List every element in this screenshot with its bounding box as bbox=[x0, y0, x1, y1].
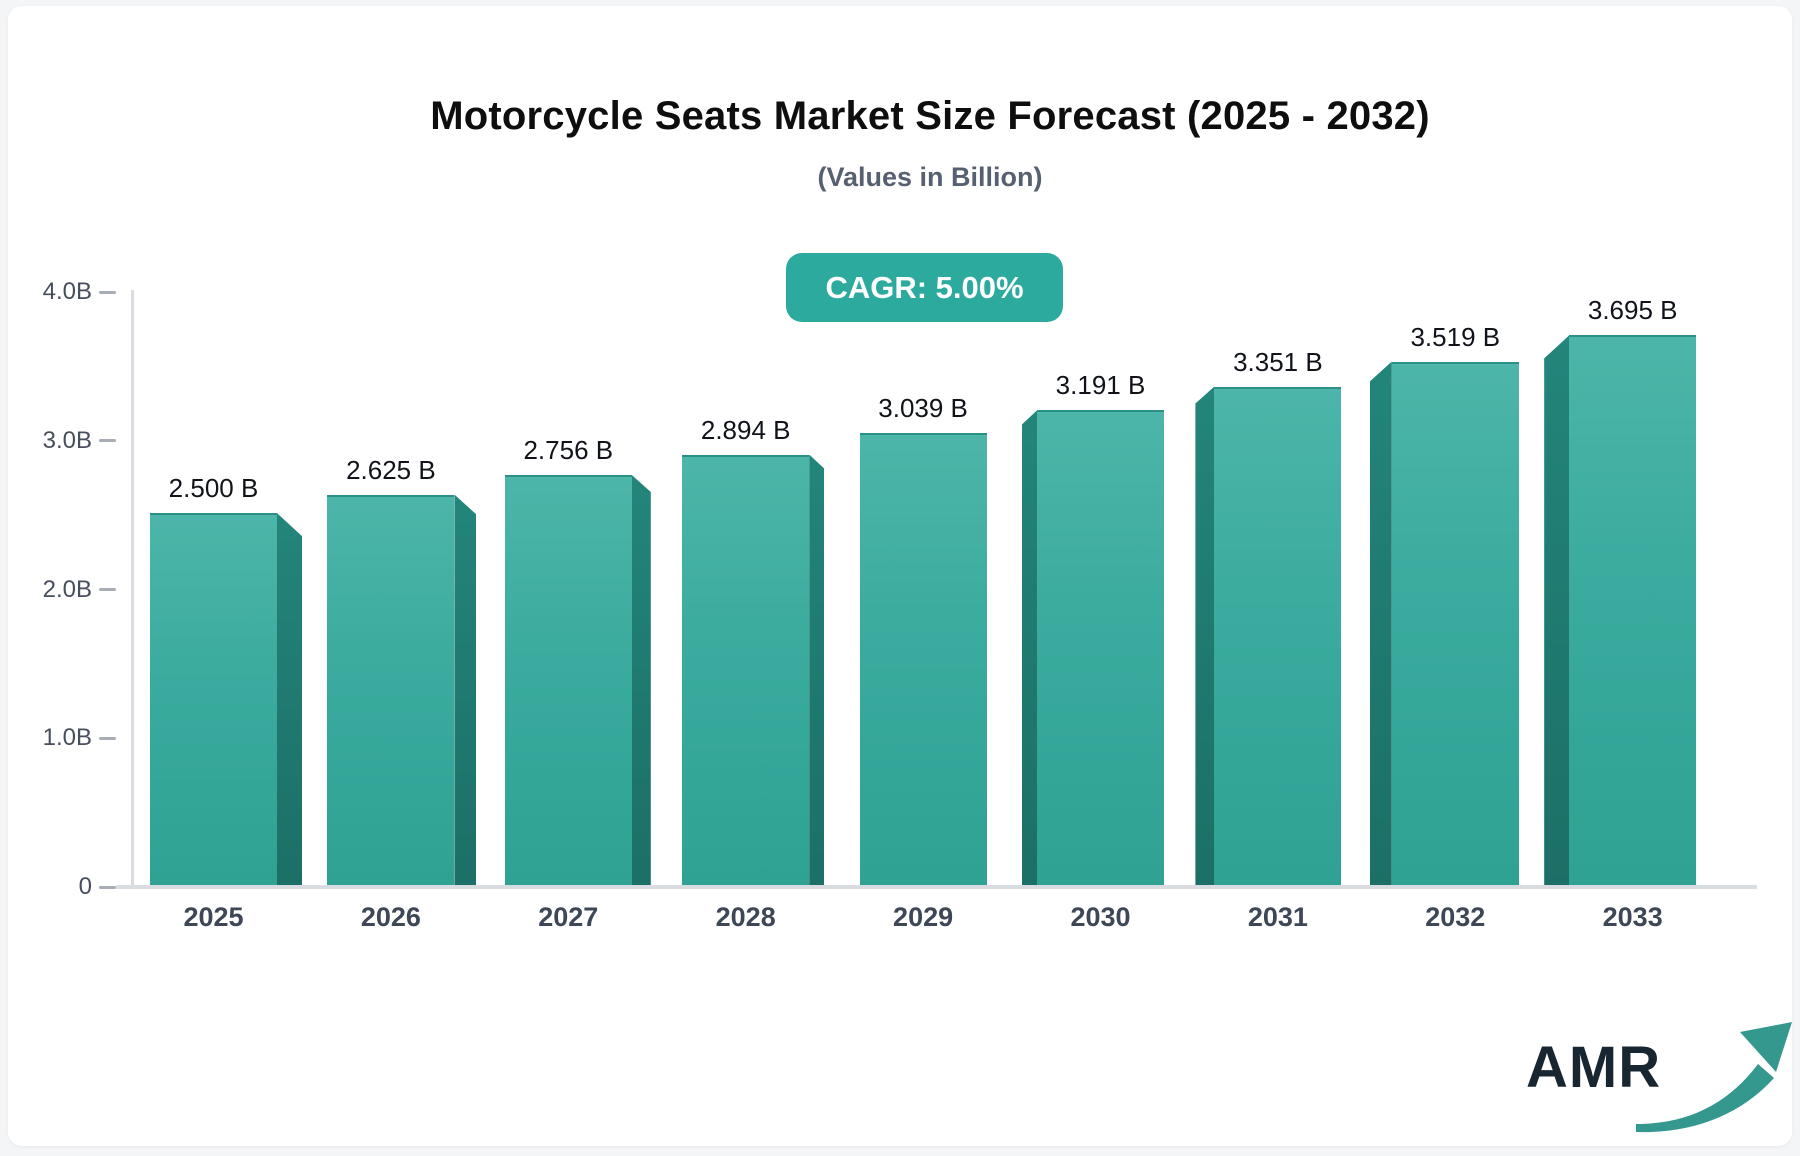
bar-2029[interactable] bbox=[859, 432, 987, 885]
amr-logo-text: AMR bbox=[1526, 1035, 1662, 1100]
x-tick-label-2027: 2027 bbox=[538, 902, 599, 932]
bar-side-face-2031 bbox=[1195, 386, 1215, 885]
amr-logo: AMR bbox=[1520, 1018, 1792, 1138]
x-tick-label-2026: 2026 bbox=[360, 902, 421, 932]
x-tick-label-2029: 2029 bbox=[893, 902, 954, 932]
y-tick-mark bbox=[99, 885, 116, 889]
x-tick-label-2030: 2030 bbox=[1070, 902, 1131, 932]
bar-value-label-2029: 3.039 B bbox=[878, 392, 968, 423]
y-tick-mark bbox=[99, 736, 116, 740]
bar-2028[interactable] bbox=[682, 454, 810, 885]
x-tick-label-2031: 2031 bbox=[1247, 902, 1308, 932]
x-tick-label-2025: 2025 bbox=[183, 902, 244, 932]
x-axis-line bbox=[116, 885, 1757, 889]
bar-side-face-2032 bbox=[1369, 361, 1392, 885]
bar-side-face-2033 bbox=[1544, 335, 1570, 885]
bar-2025[interactable] bbox=[150, 513, 277, 885]
bar-value-label-2028: 2.894 B bbox=[700, 414, 791, 445]
bar-value-label-2026: 2.625 B bbox=[346, 454, 436, 485]
bar-2033[interactable] bbox=[1569, 335, 1697, 885]
x-tick-label-2028: 2028 bbox=[715, 902, 776, 932]
bar-value-label-2033: 3.695 B bbox=[1587, 295, 1678, 326]
x-tick-label-2032: 2032 bbox=[1425, 902, 1486, 932]
y-tick-mark bbox=[99, 439, 116, 443]
bar-2031[interactable] bbox=[1214, 386, 1342, 885]
bar-value-label-2032: 3.519 B bbox=[1410, 321, 1501, 352]
bar-value-label-2025: 2.500 B bbox=[168, 473, 259, 504]
bar-value-label-2030: 3.191 B bbox=[1055, 370, 1146, 401]
bar-2026[interactable] bbox=[327, 494, 455, 885]
y-tick-label: 1.0B bbox=[42, 724, 92, 752]
bar-side-face-2026 bbox=[454, 494, 477, 885]
y-tick-label: 4.0B bbox=[42, 278, 92, 305]
cagr-badge: CAGR: 5.00% bbox=[786, 253, 1063, 322]
bar-side-face-2030 bbox=[1022, 410, 1037, 885]
bar-2027[interactable] bbox=[504, 475, 632, 885]
growth-arrow-icon bbox=[1636, 1022, 1792, 1133]
x-tick-label-2033: 2033 bbox=[1602, 902, 1663, 932]
bar-side-face-2027 bbox=[631, 475, 651, 885]
y-tick-label: 0 bbox=[78, 873, 92, 900]
bar-value-label-2027: 2.756 B bbox=[523, 435, 614, 466]
bar-side-face-2028 bbox=[809, 454, 825, 885]
y-tick-mark bbox=[99, 290, 116, 294]
bar-value-label-2031: 3.351 B bbox=[1233, 346, 1323, 377]
y-axis-line bbox=[131, 290, 134, 889]
chart-title: Motorcycle Seats Market Size Forecast (2… bbox=[430, 94, 1430, 138]
chart-subtitle: (Values in Billion) bbox=[817, 162, 1043, 192]
y-tick-label: 2.0B bbox=[42, 575, 92, 603]
bar-2032[interactable] bbox=[1391, 361, 1519, 885]
bar-2030[interactable] bbox=[1037, 410, 1164, 885]
bar-side-face-2025 bbox=[277, 513, 302, 885]
y-tick-mark bbox=[99, 588, 116, 591]
y-tick-label: 3.0B bbox=[42, 426, 92, 454]
